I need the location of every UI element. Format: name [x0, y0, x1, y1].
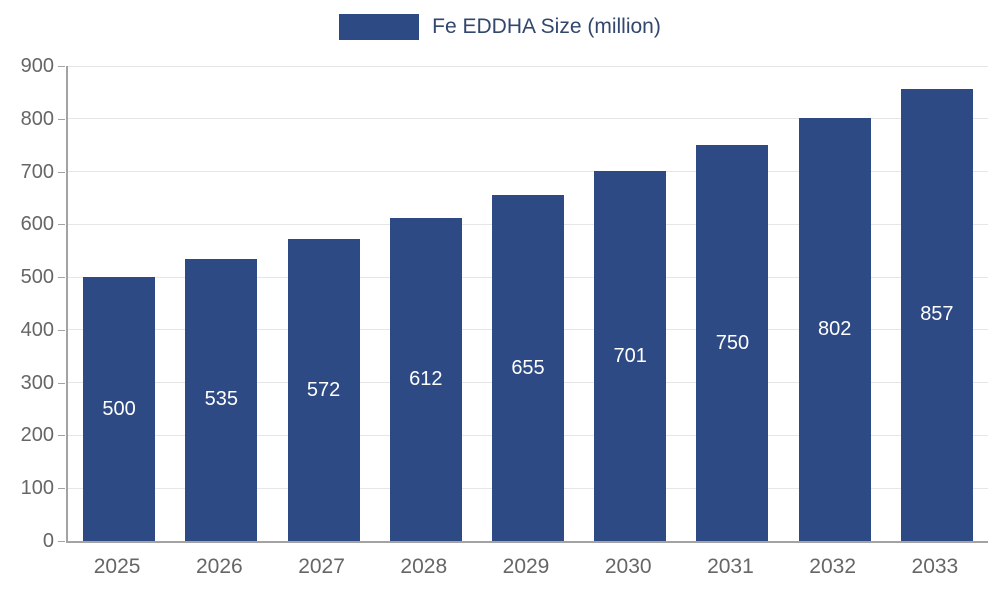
y-tick-mark-800 — [58, 118, 65, 120]
y-tick-mark-0 — [58, 541, 65, 542]
bar-2032[interactable]: 802 — [798, 117, 871, 541]
plot-area: 500 535 572 612 655 701 750 802 857 — [66, 65, 988, 543]
gridline-900 — [68, 65, 988, 67]
bar-2027[interactable]: 572 — [287, 239, 360, 541]
gridline-800 — [68, 118, 988, 120]
y-tick-label-500: 500 — [20, 266, 54, 289]
y-tick-mark-600 — [58, 224, 65, 226]
bar-value-label-2032: 802 — [817, 317, 852, 340]
y-tick-mark-500 — [58, 277, 65, 279]
bar-2028[interactable]: 612 — [389, 218, 462, 541]
x-tick-label-2032: 2032 — [809, 555, 857, 578]
y-tick-label-600: 600 — [20, 213, 54, 236]
y-tick-label-400: 400 — [20, 318, 54, 341]
x-tick-label-2029: 2029 — [502, 555, 550, 578]
y-tick-label-900: 900 — [20, 55, 54, 77]
legend-label: Fe EDDHA Size (million) — [432, 15, 661, 38]
bar-2031[interactable]: 750 — [696, 145, 769, 541]
y-tick-label-700: 700 — [20, 160, 54, 183]
x-tick-label-2026: 2026 — [195, 555, 243, 578]
bar-2030[interactable]: 701 — [594, 171, 667, 541]
bar-2033[interactable]: 857 — [900, 88, 973, 541]
x-tick-label-2025: 2025 — [93, 555, 141, 578]
bar-value-label-2031: 750 — [715, 331, 750, 354]
x-tick-label-2033: 2033 — [911, 555, 959, 578]
x-tick-label-2031: 2031 — [707, 555, 754, 578]
y-tick-mark-300 — [58, 382, 65, 384]
y-tick-mark-200 — [58, 435, 65, 437]
x-tick-label-2028: 2028 — [400, 555, 448, 578]
x-tick-label-2027: 2027 — [298, 555, 345, 578]
bar-value-label-2026: 535 — [204, 388, 239, 411]
bar-value-label-2033: 857 — [920, 303, 954, 326]
legend[interactable]: Fe EDDHA Size (million) — [0, 14, 1000, 40]
legend-swatch — [339, 14, 420, 40]
gridline-700 — [68, 171, 988, 173]
bar-2029[interactable]: 655 — [492, 195, 564, 541]
bar-value-label-2025: 500 — [102, 397, 136, 420]
y-tick-mark-100 — [58, 488, 65, 490]
bar-value-label-2028: 612 — [409, 368, 443, 390]
bar-value-label-2030: 701 — [613, 344, 647, 367]
y-tick-mark-900 — [58, 66, 65, 67]
y-tick-label-100: 100 — [20, 477, 54, 500]
y-tick-label-300: 300 — [20, 371, 54, 394]
y-tick-label-0: 0 — [42, 530, 54, 552]
x-tick-label-2030: 2030 — [604, 555, 652, 578]
bar-2025[interactable]: 500 — [83, 277, 156, 541]
y-tick-label-800: 800 — [20, 107, 54, 130]
bar-2026[interactable]: 535 — [185, 258, 258, 541]
bar-value-label-2029: 655 — [511, 356, 545, 379]
y-tick-mark-400 — [58, 329, 65, 331]
y-tick-mark-700 — [58, 171, 65, 173]
bar-value-label-2027: 572 — [306, 378, 341, 401]
y-tick-label-200: 200 — [20, 424, 54, 447]
